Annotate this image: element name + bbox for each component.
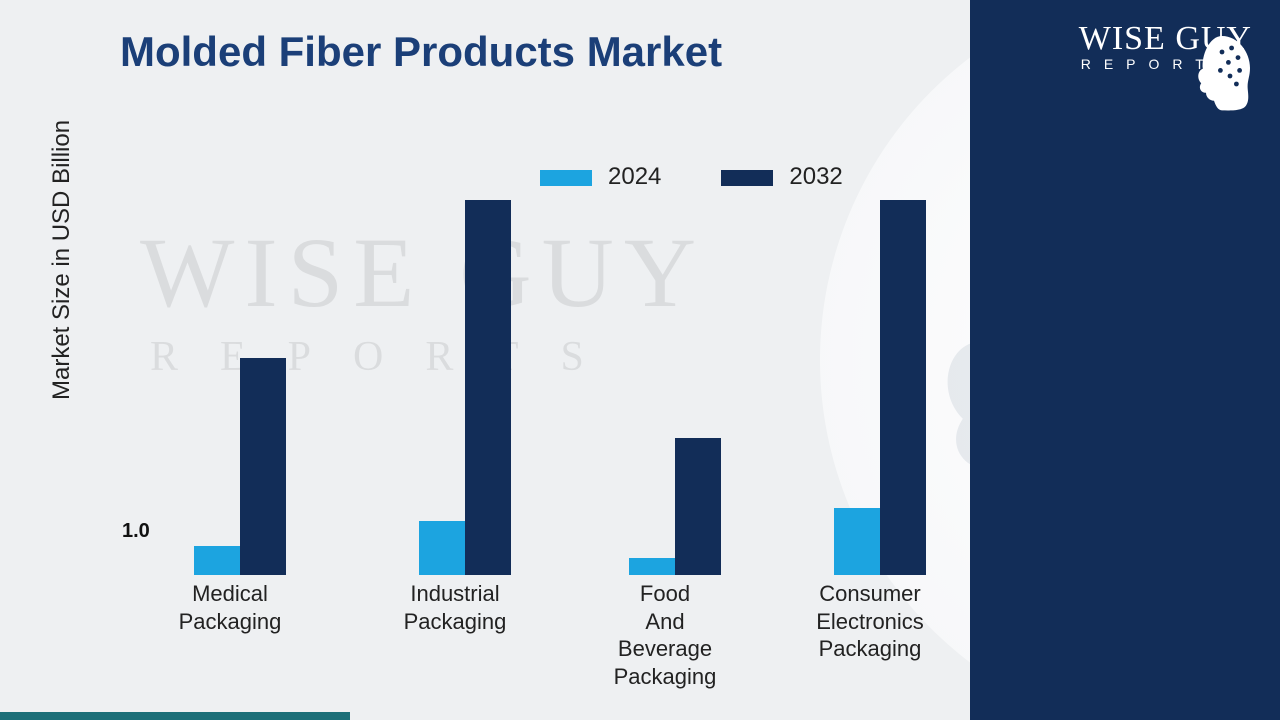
bar-group — [160, 358, 320, 575]
bar-2032 — [675, 438, 721, 576]
y-tick-1: 1.0 — [122, 520, 150, 543]
bar-2024 — [194, 546, 240, 575]
legend-swatch-2024 — [540, 170, 592, 186]
brand-head-icon — [1174, 32, 1254, 112]
category-label: FoodAndBeveragePackaging — [575, 580, 755, 690]
category-label: MedicalPackaging — [140, 580, 320, 635]
legend-item-2032: 2032 — [721, 163, 842, 191]
bar-2024 — [629, 558, 675, 575]
plot-area: 1.0 — [150, 200, 970, 575]
bar-2032 — [880, 200, 926, 575]
bar-2024 — [419, 521, 465, 575]
bar-2032 — [465, 200, 511, 575]
category-label: ConsumerElectronicsPackaging — [780, 580, 960, 663]
category-label: IndustrialPackaging — [365, 580, 545, 635]
chart-title: Molded Fiber Products Market — [120, 28, 722, 76]
decor-bottom-strip — [0, 712, 350, 720]
legend-swatch-2032 — [721, 170, 773, 186]
bar-group — [385, 200, 545, 575]
legend: 2024 2032 — [540, 163, 843, 191]
bar-2032 — [240, 358, 286, 575]
bar-2024 — [834, 508, 880, 575]
legend-item-2024: 2024 — [540, 163, 661, 191]
chart-canvas: WISE GUY REPORTS Molded Fiber Products M… — [0, 0, 1280, 720]
bar-group — [800, 200, 960, 575]
legend-label-2024: 2024 — [608, 163, 661, 190]
bar-group — [595, 438, 755, 576]
brand-logo: WISE GUY REPORTS — [1079, 20, 1252, 72]
y-axis-label: Market Size in USD Billion — [48, 120, 76, 400]
legend-label-2032: 2032 — [789, 163, 842, 190]
